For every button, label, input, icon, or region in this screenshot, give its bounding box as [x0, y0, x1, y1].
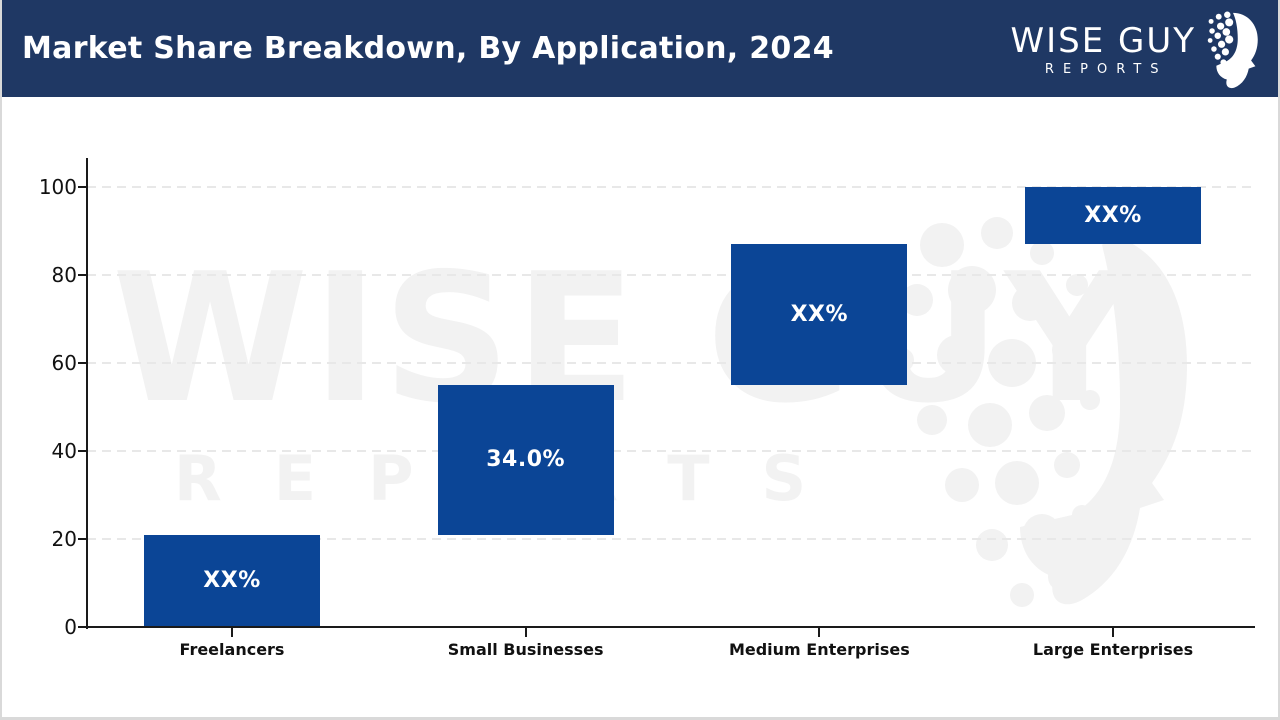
x-axis-tickmark [1112, 628, 1114, 637]
x-axis-line [86, 626, 1255, 628]
x-axis-tickmark [524, 628, 527, 637]
y-axis-tickmark [78, 450, 87, 452]
logo-head-icon [1207, 11, 1258, 89]
bar-small-businesses: 34.0% [437, 385, 614, 535]
y-axis-line [86, 158, 88, 629]
x-axis-tickmark [818, 628, 821, 637]
y-axis-tickmark [78, 274, 87, 276]
y-axis-tick-label: 100 [38, 175, 77, 199]
y-axis-tick-label: 0 [64, 615, 77, 639]
bar-large-enterprises: XX% [1025, 187, 1201, 245]
x-axis-category-label: Freelancers [179, 640, 285, 659]
y-axis-tickmark [78, 362, 87, 364]
gridline-y80 [87, 274, 1255, 276]
bar-value-label: XX% [203, 568, 261, 594]
chart-header: Market Share Breakdown, By Application, … [2, 0, 1278, 97]
chart-title: Market Share Breakdown, By Application, … [22, 31, 834, 66]
y-axis-tick-label: 20 [51, 527, 77, 551]
logo-text: WISE GUY REPORTS [1010, 21, 1196, 77]
y-axis-tick-label: 80 [51, 263, 77, 287]
x-axis-category-label: Small Businesses [447, 640, 604, 659]
bar-value-label: XX% [1084, 203, 1142, 229]
y-axis-tickmark [78, 538, 87, 540]
x-axis-tickmark [231, 628, 233, 637]
watermark-head-dots [890, 217, 1187, 607]
gridline-y60 [87, 362, 1255, 364]
logo-wordmark: WISE GUY [1010, 21, 1196, 62]
wise-guy-reports-logo: WISE GUY REPORTS [1010, 10, 1264, 90]
gridline-y20 [87, 538, 1255, 540]
bar-medium-enterprises: XX% [731, 244, 908, 385]
y-axis-tick-label: 60 [51, 351, 77, 375]
bar-value-label: 34.0% [486, 447, 566, 473]
y-axis-tickmark [78, 626, 87, 628]
bar-value-label: XX% [790, 302, 849, 328]
x-axis-category-label: Medium Enterprises [728, 640, 910, 659]
gridline-y40 [87, 450, 1255, 452]
y-axis-tickmark [78, 186, 87, 188]
x-axis-category-label: Large Enterprises [1032, 640, 1194, 659]
gridline-y100 [87, 186, 1255, 188]
bar-freelancers: XX% [144, 534, 320, 627]
logo-subtitle: REPORTS [1044, 61, 1168, 77]
y-axis-tick-label: 40 [51, 439, 77, 463]
